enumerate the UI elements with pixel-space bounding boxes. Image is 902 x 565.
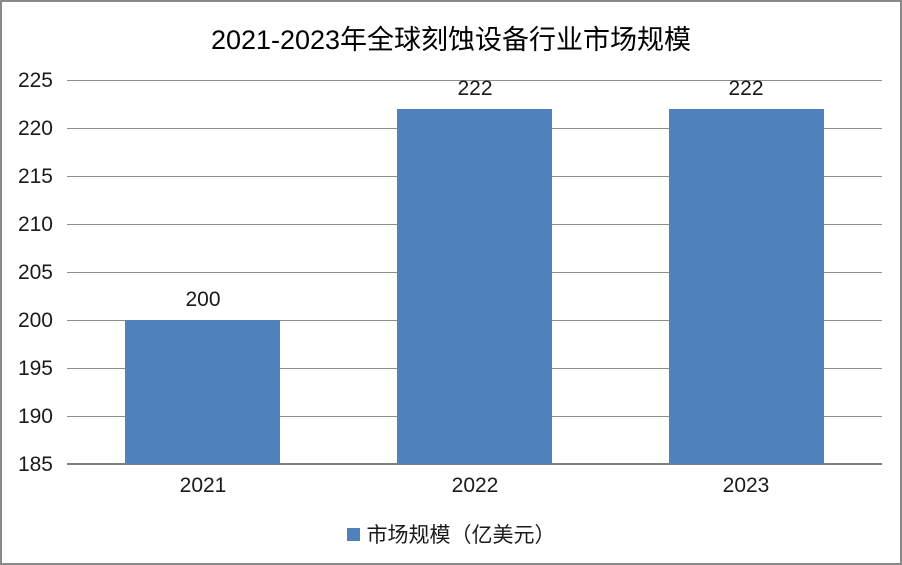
legend-label: 市场规模（亿美元） xyxy=(366,524,556,547)
legend: 市场规模（亿美元） xyxy=(2,519,900,549)
y-tick-label: 225 xyxy=(17,69,53,92)
y-tick-label: 210 xyxy=(17,213,53,236)
x-tick-label: 2021 xyxy=(179,474,227,497)
bar-value-label: 222 xyxy=(457,77,493,100)
y-tick-label: 185 xyxy=(17,453,53,476)
x-tick-label: 2022 xyxy=(451,474,499,497)
y-tick-label: 215 xyxy=(17,165,53,188)
y-tick-label: 200 xyxy=(17,309,53,332)
chart-title: 2021-2023年全球刻蚀设备行业市场规模 xyxy=(210,25,692,55)
bar xyxy=(397,109,552,464)
x-tick-label: 2023 xyxy=(722,474,770,497)
bar xyxy=(125,320,280,464)
legend-marker-icon xyxy=(346,527,360,541)
bar-value-label: 222 xyxy=(728,77,764,100)
gridline xyxy=(67,80,882,81)
x-axis-line xyxy=(67,463,882,465)
bar xyxy=(669,109,824,464)
plot-area: 200 222 222 xyxy=(67,77,882,465)
y-tick-label: 220 xyxy=(17,117,53,140)
y-tick-label: 205 xyxy=(17,261,53,284)
y-tick-label: 195 xyxy=(17,357,53,380)
bar-value-label: 200 xyxy=(185,288,221,311)
y-tick-label: 190 xyxy=(17,405,53,428)
